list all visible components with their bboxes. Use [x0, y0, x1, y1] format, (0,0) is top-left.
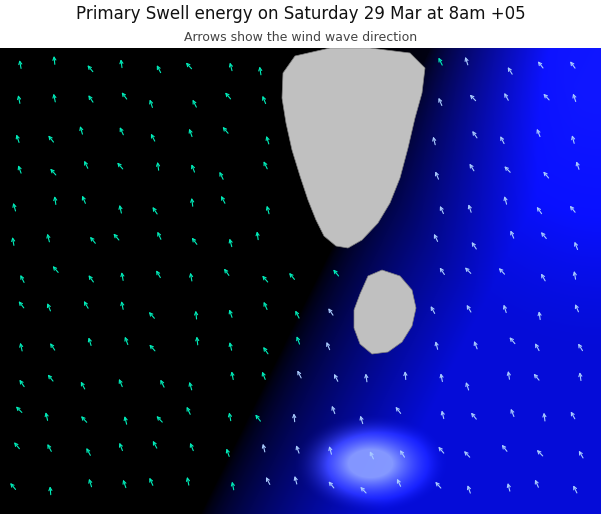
- Text: Primary Swell energy on Saturday 29 Mar at 8am +05: Primary Swell energy on Saturday 29 Mar …: [76, 6, 525, 24]
- Polygon shape: [354, 270, 416, 354]
- Polygon shape: [282, 48, 425, 248]
- Text: Arrows show the wind wave direction: Arrows show the wind wave direction: [184, 31, 417, 44]
